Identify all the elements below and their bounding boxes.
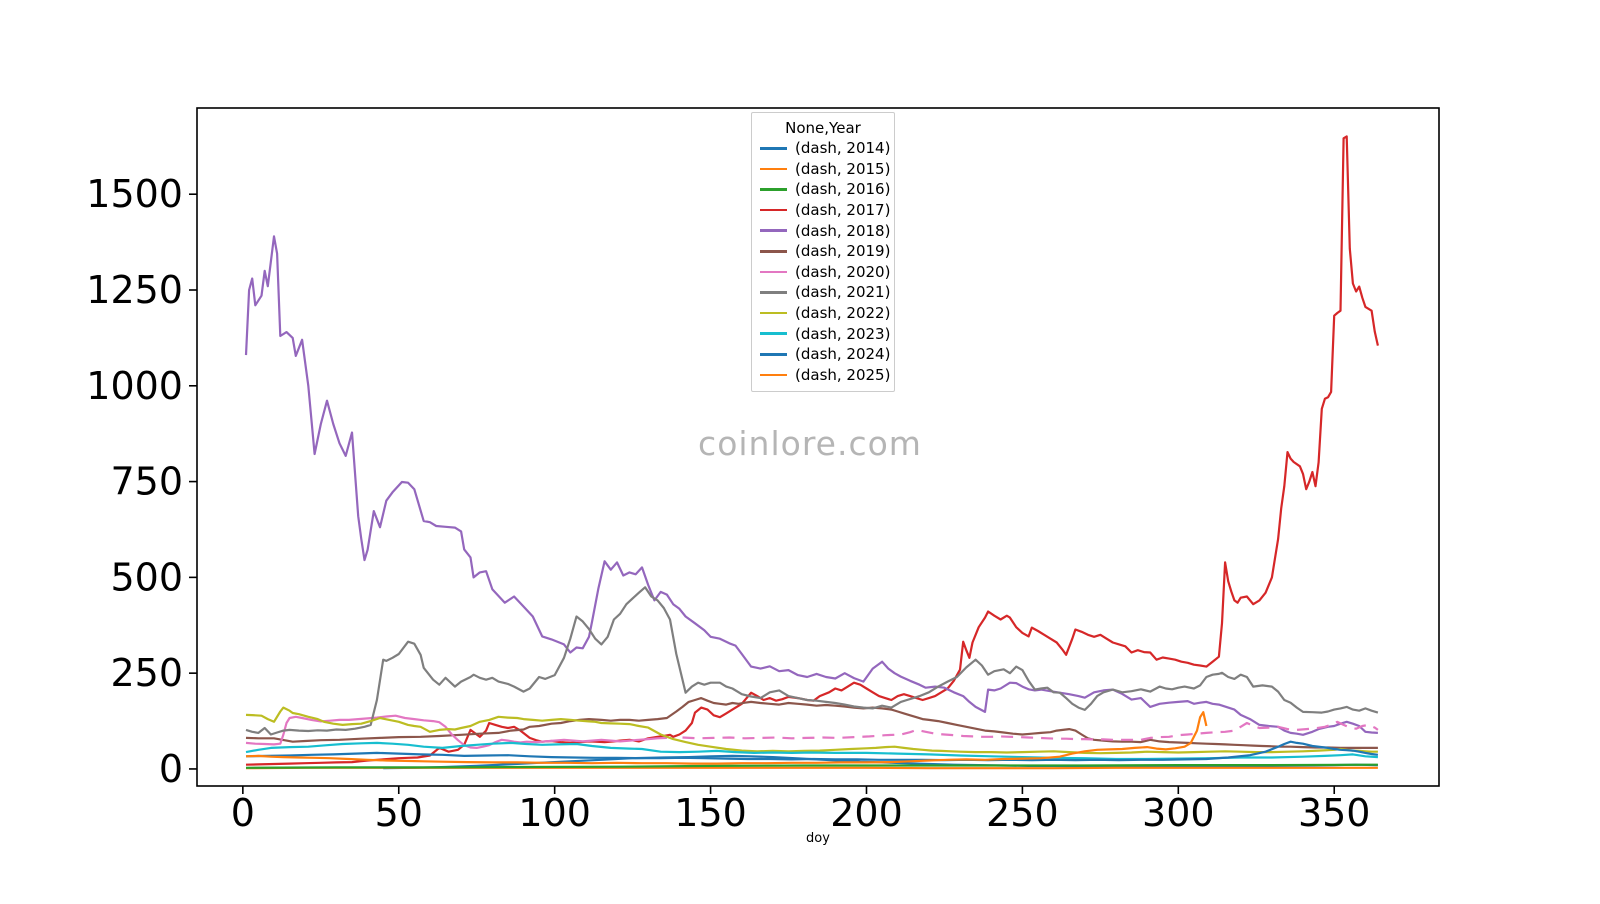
legend-item-label: (dash, 2022) [795,304,890,322]
legend-swatch [760,250,787,253]
legend-item-label: (dash, 2016) [795,180,890,198]
legend-item-label: (dash, 2021) [795,283,890,301]
legend-swatch [760,374,787,377]
series-line-dash-2020 [683,722,1378,740]
watermark: coinlore.com [698,424,922,463]
legend-item: (dash, 2017) [760,200,886,221]
y-tick-label: 500 [110,555,183,599]
legend-item-label: (dash, 2020) [795,263,890,281]
legend-swatch [760,291,787,294]
legend-swatch [760,332,787,335]
legend-swatch [760,168,787,171]
x-tick-label: 200 [830,791,903,835]
legend-item-label: (dash, 2025) [795,366,890,384]
legend-item: (dash, 2023) [760,323,886,344]
legend-item-label: (dash, 2023) [795,325,890,343]
legend-item-label: (dash, 2024) [795,345,890,363]
legend-item: (dash, 2014) [760,138,886,159]
legend: None,Year (dash, 2014)(dash, 2015)(dash,… [751,112,895,392]
y-tick-label: 1000 [86,364,183,408]
x-tick-label: 0 [231,791,255,835]
legend-item: (dash, 2022) [760,303,886,324]
legend-item: (dash, 2016) [760,179,886,200]
legend-swatch [760,229,787,232]
y-tick-label: 1250 [86,268,183,312]
x-tick-label: 300 [1142,791,1215,835]
x-tick-label: 350 [1298,791,1371,835]
y-tick-label: 0 [159,747,183,791]
legend-swatch [760,188,787,191]
legend-items: (dash, 2014)(dash, 2015)(dash, 2016)(das… [760,138,886,385]
x-tick-label: 150 [674,791,747,835]
legend-item-label: (dash, 2014) [795,139,890,157]
legend-swatch [760,271,787,274]
legend-swatch [760,353,787,356]
legend-swatch [760,312,787,315]
y-tick-label: 750 [110,460,183,504]
legend-title: None,Year [760,118,886,138]
legend-item-label: (dash, 2017) [795,201,890,219]
y-tick-label: 1500 [86,172,183,216]
x-axis-label: doy [806,831,830,846]
legend-item-label: (dash, 2019) [795,242,890,260]
legend-item-label: (dash, 2018) [795,222,890,240]
legend-swatch [760,209,787,212]
legend-swatch [760,147,787,150]
series-line-dash-2021 [246,587,1378,734]
y-tick-label: 250 [110,651,183,695]
legend-item: (dash, 2015) [760,159,886,180]
x-tick-label: 100 [518,791,591,835]
series-line-dash-2019 [246,698,1378,748]
legend-item: (dash, 2024) [760,344,886,365]
legend-item: (dash, 2019) [760,241,886,262]
legend-item: (dash, 2025) [760,365,886,386]
legend-item: (dash, 2021) [760,282,886,303]
legend-item: (dash, 2018) [760,220,886,241]
legend-item-label: (dash, 2015) [795,160,890,178]
x-tick-label: 250 [986,791,1059,835]
legend-item: (dash, 2020) [760,262,886,283]
x-tick-label: 50 [375,791,423,835]
